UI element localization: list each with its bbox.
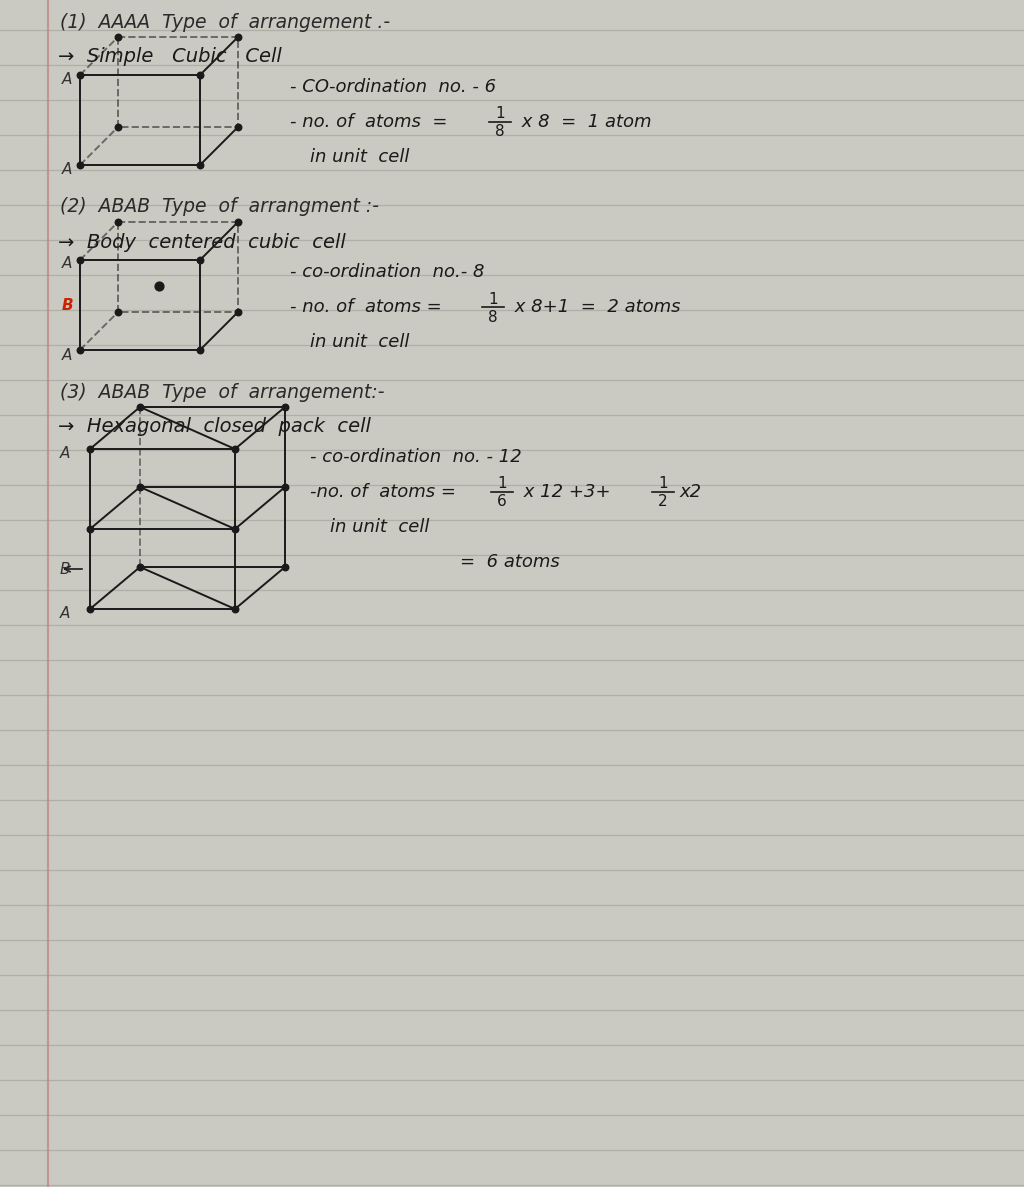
Text: x 12 +3+: x 12 +3+ xyxy=(518,483,610,501)
Point xyxy=(191,65,208,84)
Point xyxy=(72,341,88,360)
Point xyxy=(72,250,88,269)
Point xyxy=(110,212,126,231)
Point xyxy=(226,439,243,458)
Text: A: A xyxy=(62,72,73,88)
Text: →  Body  centered  cubic  cell: → Body centered cubic cell xyxy=(58,233,346,252)
Text: A: A xyxy=(62,348,73,362)
Text: B: B xyxy=(62,298,74,312)
Point xyxy=(229,303,246,322)
Text: x2: x2 xyxy=(679,483,701,501)
Point xyxy=(72,155,88,174)
Point xyxy=(191,155,208,174)
Text: in unit  cell: in unit cell xyxy=(310,148,410,166)
Text: - co-ordination  no. - 12: - co-ordination no. - 12 xyxy=(310,447,522,466)
Point xyxy=(82,599,98,618)
Text: - CO-ordination  no. - 6: - CO-ordination no. - 6 xyxy=(290,78,496,96)
Text: =  6 atoms: = 6 atoms xyxy=(460,553,560,571)
Point xyxy=(229,118,246,137)
Point xyxy=(276,398,293,417)
Text: x 8  =  1 atom: x 8 = 1 atom xyxy=(516,113,651,131)
Point xyxy=(229,212,246,231)
Point xyxy=(132,558,148,577)
Point xyxy=(110,118,126,137)
Text: in unit  cell: in unit cell xyxy=(310,334,410,351)
Text: - no. of  atoms =: - no. of atoms = xyxy=(290,298,441,316)
Text: →  Simple   Cubic   Cell: → Simple Cubic Cell xyxy=(58,47,282,66)
Point xyxy=(82,520,98,539)
Point xyxy=(276,558,293,577)
Point xyxy=(151,277,167,296)
Text: (2)  ABAB  Type  of  arrangment :-: (2) ABAB Type of arrangment :- xyxy=(60,197,379,216)
Point xyxy=(191,250,208,269)
Text: (1)  AAAA  Type  of  arrangement .-: (1) AAAA Type of arrangement .- xyxy=(60,13,390,32)
Point xyxy=(132,398,148,417)
Point xyxy=(276,477,293,496)
Point xyxy=(110,303,126,322)
Text: in unit  cell: in unit cell xyxy=(330,518,429,537)
Text: A: A xyxy=(60,446,71,462)
Text: →  Hexagonal  closed  pack  cell: → Hexagonal closed pack cell xyxy=(58,418,371,437)
Text: 6: 6 xyxy=(497,495,507,509)
Text: -no. of  atoms =: -no. of atoms = xyxy=(310,483,456,501)
Text: 1: 1 xyxy=(496,107,505,121)
Text: A: A xyxy=(62,163,73,178)
Text: x 8+1  =  2 atoms: x 8+1 = 2 atoms xyxy=(509,298,681,316)
Point xyxy=(226,520,243,539)
Text: 8: 8 xyxy=(496,125,505,140)
Text: A: A xyxy=(62,255,73,271)
Point xyxy=(229,27,246,46)
Point xyxy=(132,477,148,496)
Text: B: B xyxy=(60,561,71,577)
Text: 1: 1 xyxy=(498,476,507,491)
Text: - co-ordination  no.- 8: - co-ordination no.- 8 xyxy=(290,264,484,281)
Point xyxy=(191,341,208,360)
Point xyxy=(82,439,98,458)
Text: A: A xyxy=(60,607,71,622)
Point xyxy=(226,599,243,618)
Text: 1: 1 xyxy=(658,476,668,491)
Text: (3)  ABAB  Type  of  arrangement:-: (3) ABAB Type of arrangement:- xyxy=(60,382,384,401)
Point xyxy=(72,65,88,84)
Text: 8: 8 xyxy=(488,310,498,324)
Point xyxy=(110,27,126,46)
Text: 2: 2 xyxy=(658,495,668,509)
Text: 1: 1 xyxy=(488,292,498,306)
Text: - no. of  atoms  =: - no. of atoms = xyxy=(290,113,447,131)
